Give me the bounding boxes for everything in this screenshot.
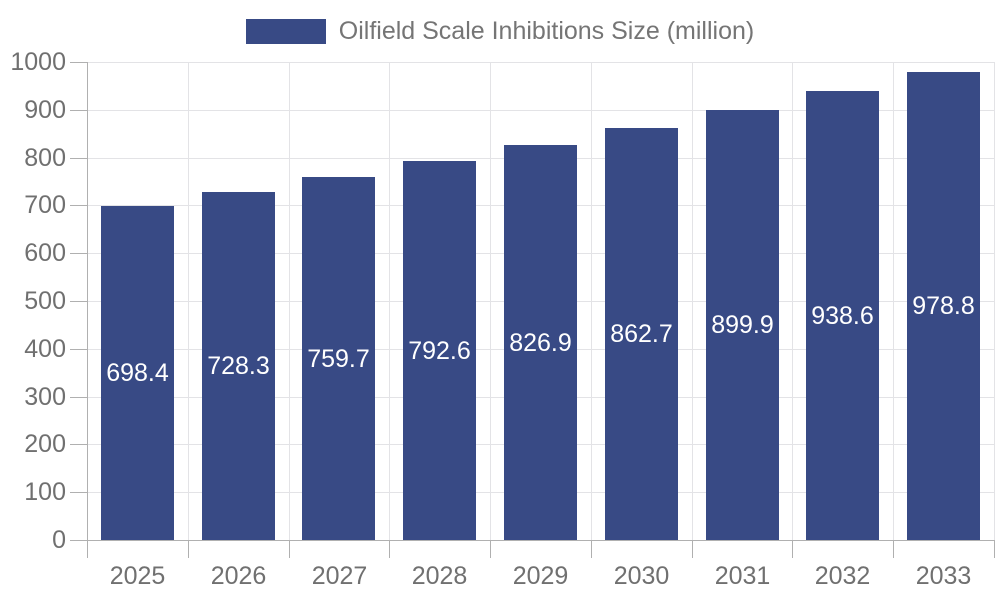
y-axis-label: 200 [24,430,66,458]
x-axis-label-2033: 2033 [915,562,972,590]
y-axis-label: 700 [24,191,66,219]
bar-2027[interactable]: 759.7 [302,177,375,540]
x-axis-tick [188,540,189,558]
x-axis-label-2032: 2032 [814,562,871,590]
x-axis-label-2028: 2028 [411,562,468,590]
x-axis-tick [893,540,894,558]
bar-value-label: 792.6 [408,337,471,365]
y-axis-label: 1000 [10,48,66,76]
y-gridline [87,110,994,111]
x-axis-tick [792,540,793,558]
x-gridline [994,62,995,540]
x-gridline [591,62,592,540]
bar-2029[interactable]: 826.9 [504,145,577,540]
x-axis-tick [692,540,693,558]
y-axis-tick [70,540,87,541]
legend-swatch-icon [245,18,326,44]
y-axis-line [87,62,88,540]
bar-2031[interactable]: 899.9 [706,110,779,540]
x-gridline [389,62,390,540]
y-axis-label: 900 [24,96,66,124]
bar-value-label: 728.3 [207,352,270,380]
x-axis-label-2025: 2025 [109,562,166,590]
x-gridline [289,62,290,540]
x-axis-label-2031: 2031 [714,562,771,590]
x-axis-tick [591,540,592,558]
y-axis-tick [70,110,87,111]
y-axis-label: 600 [24,239,66,267]
bar-2026[interactable]: 728.3 [202,192,275,540]
bar-value-label: 826.9 [509,329,572,357]
x-axis-label-2026: 2026 [210,562,267,590]
x-axis-tick [289,540,290,558]
legend-label: Oilfield Scale Inhibitions Size (million… [338,17,755,45]
bar-2030[interactable]: 862.7 [605,128,678,540]
x-axis-tick [994,540,995,558]
bar-value-label: 698.4 [106,359,169,387]
bar-2025[interactable]: 698.4 [101,206,174,540]
y-axis-label: 500 [24,287,66,315]
bar-value-label: 759.7 [307,345,370,373]
x-axis-label-2029: 2029 [512,562,569,590]
x-axis-label-2030: 2030 [613,562,670,590]
x-gridline [692,62,693,540]
y-axis-label: 300 [24,383,66,411]
x-axis-label-2027: 2027 [311,562,368,590]
bar-value-label: 899.9 [711,311,774,339]
x-axis-line [87,540,994,541]
y-axis-label: 100 [24,478,66,506]
y-axis-tick [70,253,87,254]
y-axis-label: 400 [24,335,66,363]
y-axis-tick [70,205,87,206]
y-axis-tick [70,492,87,493]
y-axis-label: 800 [24,144,66,172]
bar-value-label: 862.7 [610,320,673,348]
y-axis-tick [70,397,87,398]
legend: Oilfield Scale Inhibitions Size (million… [0,16,1000,46]
y-axis-tick [70,444,87,445]
y-axis-tick [70,349,87,350]
x-gridline [893,62,894,540]
bar-2028[interactable]: 792.6 [403,161,476,540]
x-axis-tick [490,540,491,558]
legend-item[interactable]: Oilfield Scale Inhibitions Size (million… [245,16,755,46]
bar-2032[interactable]: 938.6 [806,91,879,540]
y-axis-label: 0 [52,526,66,554]
y-axis-tick [70,158,87,159]
x-axis-tick [87,540,88,558]
y-gridline [87,62,994,63]
x-gridline [490,62,491,540]
x-gridline [188,62,189,540]
x-gridline [792,62,793,540]
x-axis-tick [389,540,390,558]
bar-value-label: 978.8 [912,292,975,320]
bar-2033[interactable]: 978.8 [907,72,980,540]
y-axis-tick [70,301,87,302]
y-axis-tick [70,62,87,63]
bar-value-label: 938.6 [811,302,874,330]
